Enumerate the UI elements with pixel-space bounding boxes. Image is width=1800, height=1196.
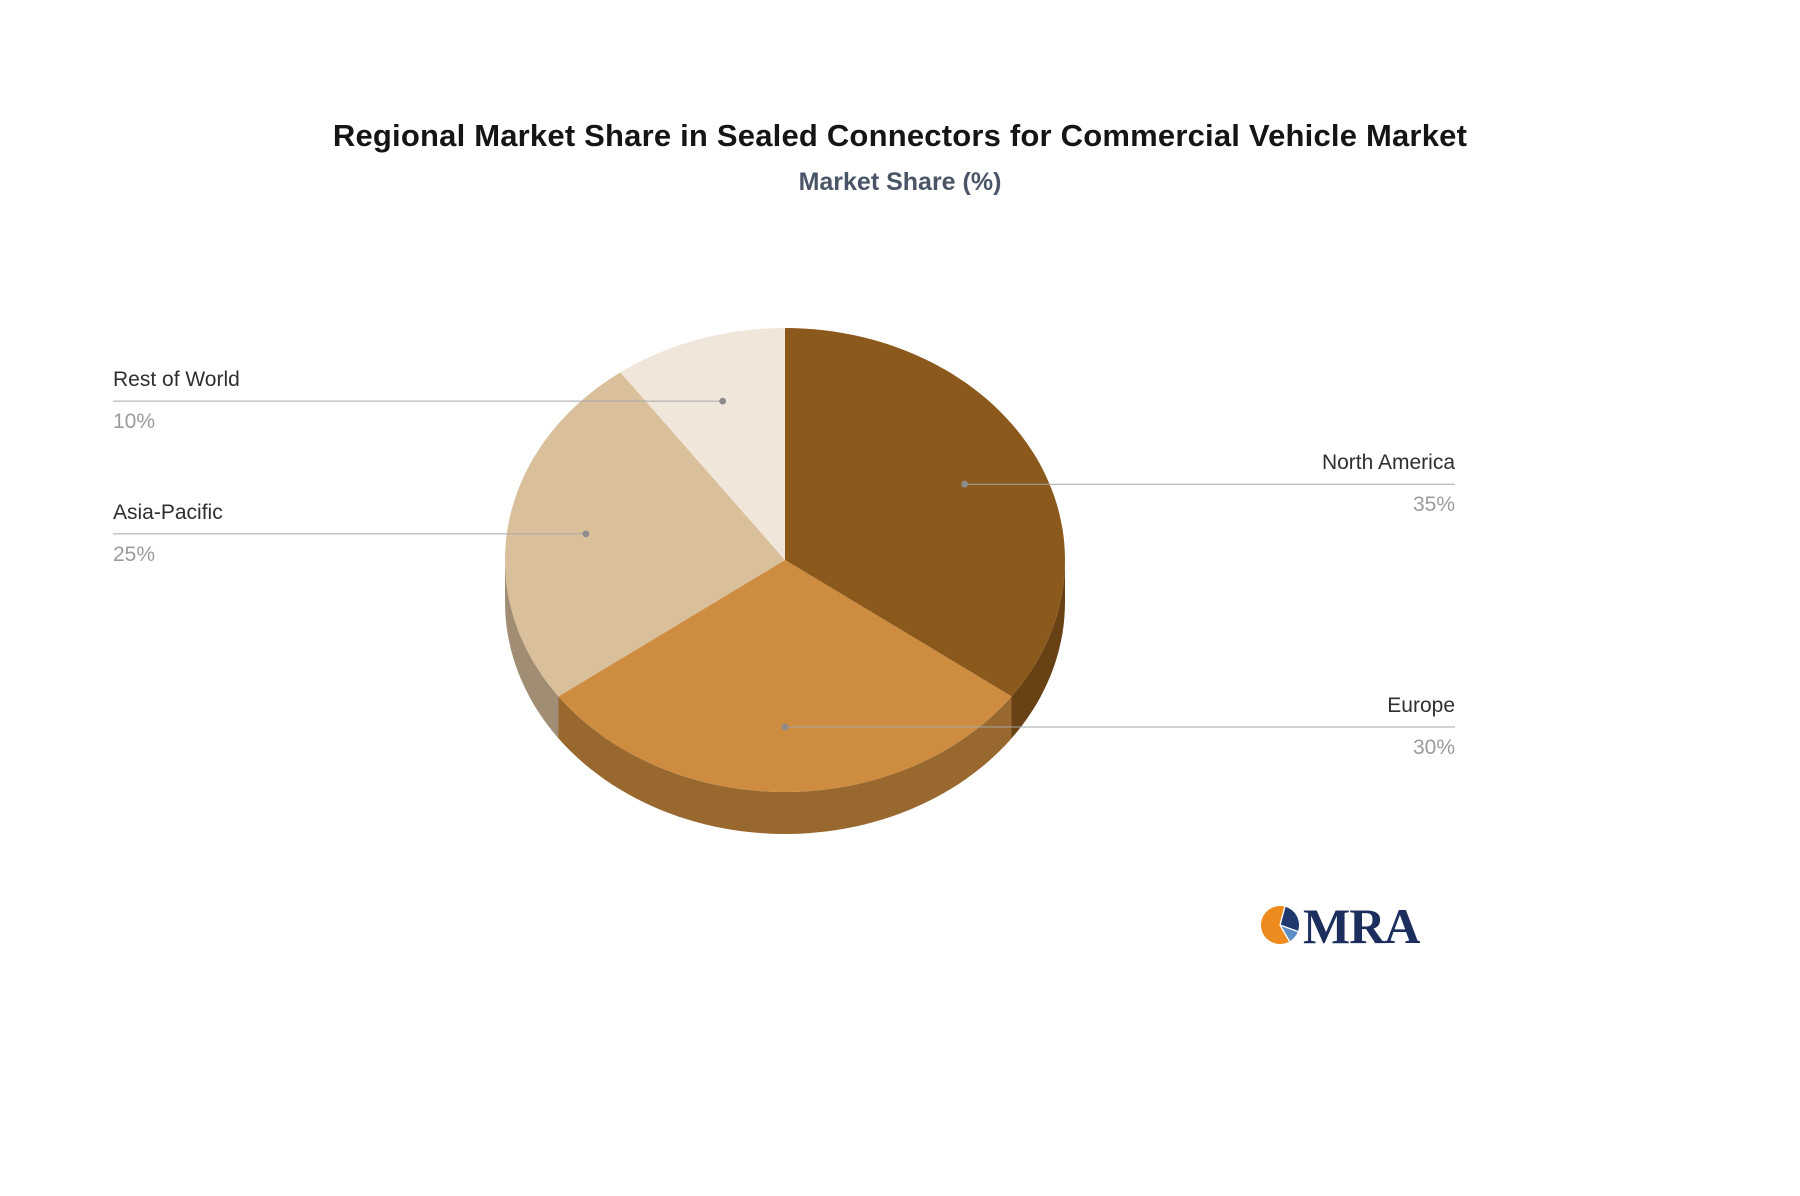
pie-slice-side [505, 560, 559, 739]
slice-percentage: 30% [1412, 736, 1455, 760]
slice-label: Rest of World [113, 368, 240, 392]
pie-slice-europe[interactable] [558, 560, 1012, 792]
leader-dot [719, 397, 727, 405]
slice-percentage: 25% [113, 542, 156, 566]
leader-dot [961, 480, 968, 488]
chart-subtitle: Market Share (%) [798, 168, 1002, 196]
mra-logo-icon [1260, 906, 1300, 945]
pie-slice-rest-of-world[interactable] [620, 328, 785, 560]
slice-percentage: 10% [113, 410, 156, 434]
pie-slice-north-america[interactable] [785, 328, 1065, 697]
pie-slice-side [558, 696, 1012, 834]
slice-label: Europe [1387, 694, 1455, 718]
pie-slice-asia-pacific[interactable] [505, 372, 785, 697]
pie-slice-side [1011, 560, 1065, 739]
slice-label: Asia-Pacific [113, 500, 223, 524]
brand-logo-text: MRA [1303, 898, 1420, 954]
leader-dot [781, 723, 789, 731]
slice-label: North America [1321, 451, 1455, 475]
leader-dot [582, 530, 590, 538]
brand-logo: MRA [1260, 898, 1420, 954]
slice-percentage: 35% [1412, 493, 1455, 517]
chart-title: Regional Market Share in Sealed Connecto… [332, 118, 1468, 153]
